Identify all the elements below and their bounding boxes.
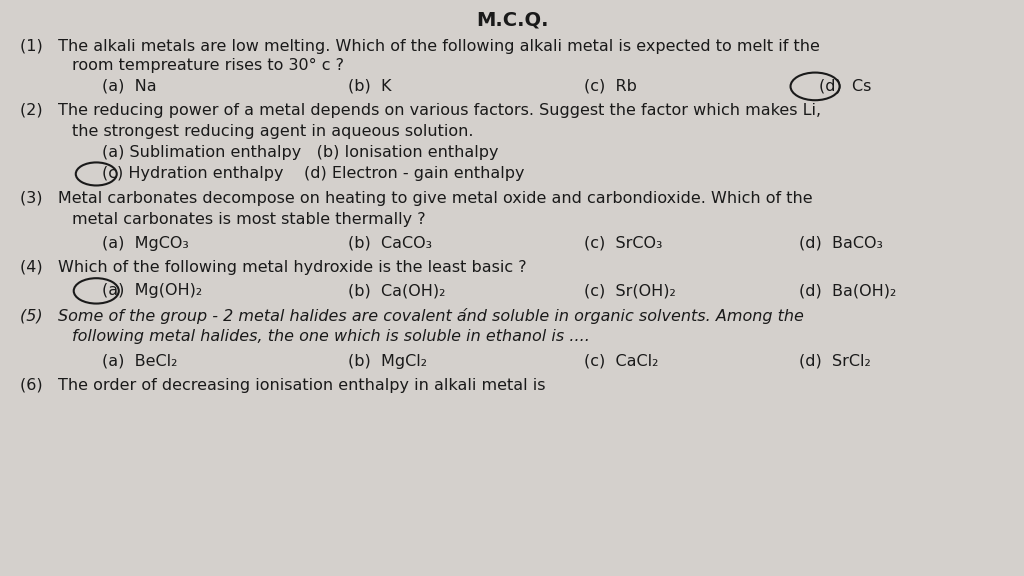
Text: (2)   The reducing power of a metal depends on various factors. Suggest the fact: (2) The reducing power of a metal depend…	[20, 103, 821, 118]
Text: (a)  MgCO₃: (a) MgCO₃	[102, 236, 189, 251]
Text: (d)  Cs: (d) Cs	[819, 79, 871, 94]
Text: (b)  Ca(OH)₂: (b) Ca(OH)₂	[348, 283, 445, 298]
Text: (d)  SrCl₂: (d) SrCl₂	[799, 354, 870, 369]
Text: (d)  BaCO₃: (d) BaCO₃	[799, 236, 883, 251]
Text: (a)  Mg(OH)₂: (a) Mg(OH)₂	[102, 283, 203, 298]
Text: (6)   The order of decreasing ionisation enthalpy in alkali metal is: (6) The order of decreasing ionisation e…	[20, 378, 546, 393]
Text: (c) Hydration enthalpy    (d) Electron - gain enthalpy: (c) Hydration enthalpy (d) Electron - ga…	[102, 166, 525, 181]
Text: metal carbonates is most stable thermally ?: metal carbonates is most stable thermall…	[72, 212, 425, 227]
Text: (a)  Na: (a) Na	[102, 79, 157, 94]
Text: (c)  SrCO₃: (c) SrCO₃	[584, 236, 663, 251]
Text: (c)  CaCl₂: (c) CaCl₂	[584, 354, 658, 369]
Text: (b)  K: (b) K	[348, 79, 391, 94]
Text: following metal halides, the one which is soluble in ethanol is ....: following metal halides, the one which i…	[72, 329, 590, 344]
Text: (b)  CaCO₃: (b) CaCO₃	[348, 236, 432, 251]
Text: the strongest reducing agent in aqueous solution.: the strongest reducing agent in aqueous …	[72, 124, 473, 139]
Text: (c)  Rb: (c) Rb	[584, 79, 637, 94]
Text: (5)   Some of the group - 2 metal halides are covalent ánd soluble in organic s: (5) Some of the group - 2 metal halides …	[20, 308, 805, 324]
Text: (1)   The alkali metals are low melting. Which of the following alkali metal is : (1) The alkali metals are low melting. W…	[20, 39, 820, 54]
Text: (d)  Ba(OH)₂: (d) Ba(OH)₂	[799, 283, 896, 298]
Text: (c)  Sr(OH)₂: (c) Sr(OH)₂	[584, 283, 676, 298]
Text: (3)   Metal carbonates decompose on heating to give metal oxide and carbondioxid: (3) Metal carbonates decompose on heatin…	[20, 191, 813, 206]
Text: (a)  BeCl₂: (a) BeCl₂	[102, 354, 178, 369]
Text: (b)  MgCl₂: (b) MgCl₂	[348, 354, 427, 369]
Text: (4)   Which of the following metal hydroxide is the least basic ?: (4) Which of the following metal hydroxi…	[20, 260, 527, 275]
Text: room tempreature rises to 30° c ?: room tempreature rises to 30° c ?	[72, 58, 344, 73]
Text: M.C.Q.: M.C.Q.	[476, 11, 548, 29]
Text: (a) Sublimation enthalpy   (b) Ionisation enthalpy: (a) Sublimation enthalpy (b) Ionisation …	[102, 145, 499, 160]
